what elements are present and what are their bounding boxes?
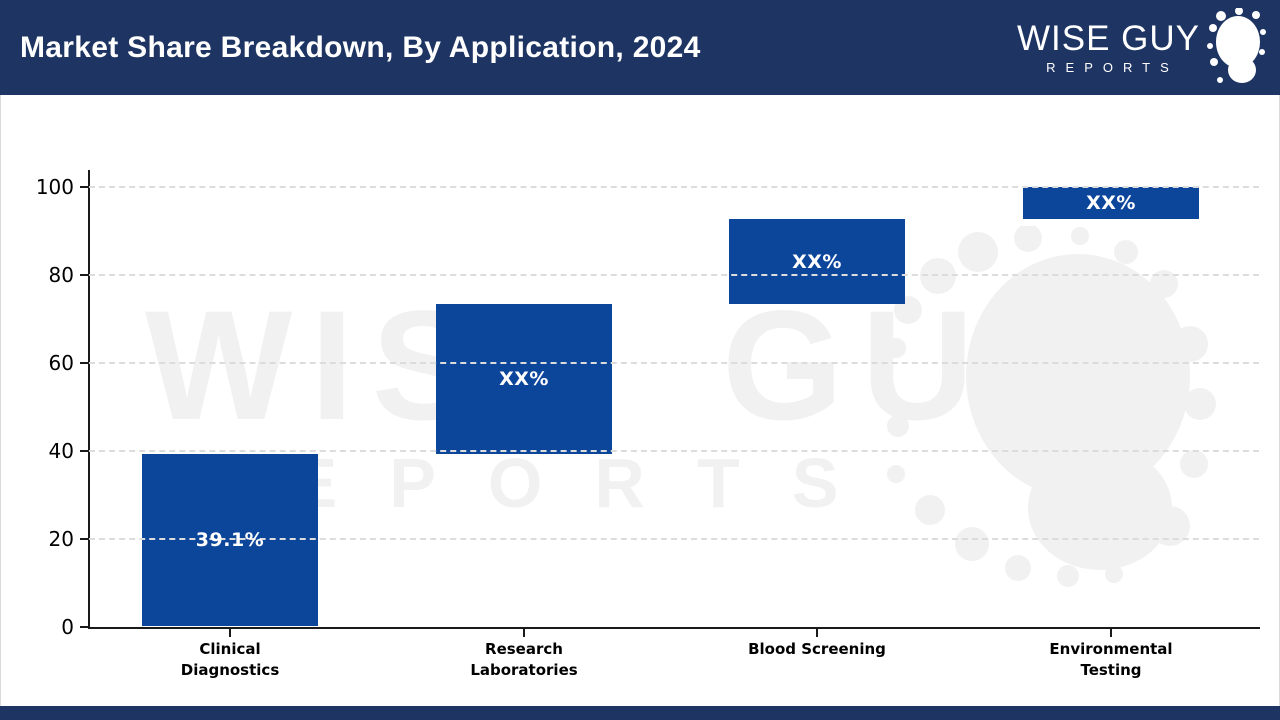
chart-title: Market Share Breakdown, By Application, … <box>20 30 701 64</box>
y-tick-label-100: 100 <box>35 174 74 199</box>
brand-tagline-label: REPORTS <box>1046 59 1179 75</box>
gridline-20 <box>89 537 1259 540</box>
x-tick-mark-research-laboratories <box>523 629 525 637</box>
bar-value-label: XX% <box>1086 191 1136 214</box>
x-category-label-line: Clinical <box>199 640 261 658</box>
bar-research-laboratories <box>436 303 612 455</box>
x-category-label-clinical-diagnostics: Clinical Diagnostics <box>120 639 340 681</box>
x-category-label-environmental-testing: Environmental Testing <box>1001 639 1221 681</box>
gridline-40 <box>89 449 1259 452</box>
y-tick-mark-40 <box>80 449 88 452</box>
bar-label-box-blood-screening: XX% <box>729 219 905 304</box>
x-category-label-line: Research <box>485 640 563 658</box>
x-category-label-line: Environmental <box>1049 640 1173 658</box>
wiseguy-head-logo-icon <box>1207 7 1266 83</box>
gridline-60 <box>89 361 1259 364</box>
bar-value-label: XX% <box>792 250 842 273</box>
header-bar: Market Share Breakdown, By Application, … <box>0 0 1280 95</box>
y-tick-label-40: 40 <box>48 438 74 463</box>
y-tick-label-20: 20 <box>48 526 74 551</box>
brand-logo-text: WISE GUY REPORTS <box>1017 21 1200 75</box>
x-category-label-line: Laboratories <box>470 661 578 679</box>
gridline-100 <box>89 185 1259 188</box>
bar-label-box-environmental-testing: XX% <box>1023 187 1199 220</box>
y-tick-label-80: 80 <box>48 262 74 287</box>
footer-bar <box>0 706 1280 720</box>
bar-label-box-research-laboratories: XX% <box>436 304 612 454</box>
x-axis-line <box>88 627 1260 629</box>
x-tick-mark-blood-screening <box>816 629 818 637</box>
x-category-label-research-laboratories: Research Laboratories <box>414 639 634 681</box>
bar-clinical-diagnostics <box>142 454 318 627</box>
gridline-80 <box>89 273 1259 276</box>
x-category-label-line: Blood Screening <box>748 640 886 658</box>
y-tick-mark-0 <box>80 625 88 628</box>
bar-label-box-clinical-diagnostics: 39.1% <box>142 454 318 626</box>
x-category-label-line: Testing <box>1080 661 1142 679</box>
y-tick-mark-20 <box>80 537 88 540</box>
x-category-label-blood-screening: Blood Screening <box>707 639 927 660</box>
brand-logo: WISE GUY REPORTS <box>1017 7 1280 88</box>
x-category-label-line: Diagnostics <box>180 661 280 679</box>
x-tick-mark-clinical-diagnostics <box>229 629 231 637</box>
y-tick-label-60: 60 <box>48 350 74 375</box>
brand-name-label: WISE GUY <box>1016 18 1200 58</box>
left-border <box>0 95 1 720</box>
y-tick-mark-80 <box>80 273 88 276</box>
bar-environmental-testing <box>1023 186 1199 220</box>
bar-value-label: XX% <box>499 368 549 391</box>
watermark-brand-text: WISE GUY <box>145 279 1115 453</box>
y-tick-mark-60 <box>80 361 88 364</box>
y-tick-label-0: 0 <box>61 614 74 639</box>
y-tick-mark-100 <box>80 185 88 188</box>
y-axis-line <box>88 170 90 629</box>
x-tick-mark-environmental-testing <box>1110 629 1112 637</box>
bar-value-label: 39.1% <box>195 529 265 552</box>
bar-blood-screening <box>729 219 905 304</box>
